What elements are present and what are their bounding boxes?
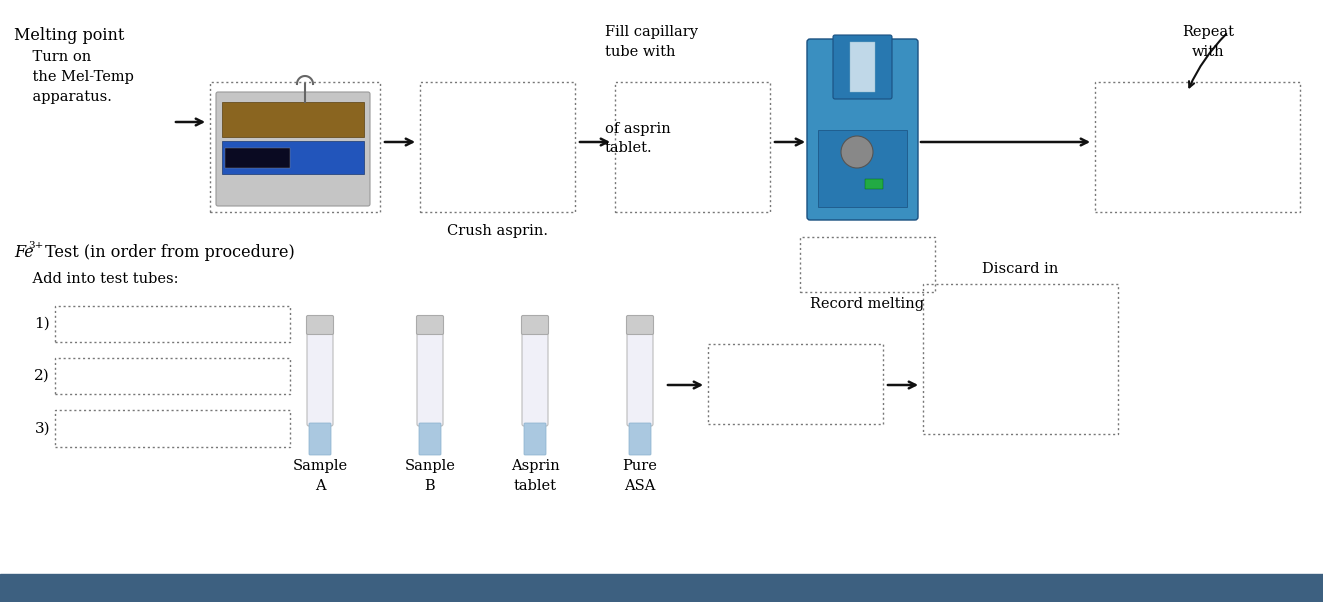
Text: Repeat
with: Repeat with [1181,25,1234,58]
Text: Pure
ASA: Pure ASA [623,459,658,492]
Text: Discard in: Discard in [982,262,1058,276]
Bar [615,82,770,212]
FancyBboxPatch shape [627,315,654,335]
FancyBboxPatch shape [627,317,654,426]
Bar [222,141,364,174]
Text: Fill capillary
tube with: Fill capillary tube with [605,25,699,58]
Text: Record melting: Record melting [811,297,925,311]
Text: Turn on
    the Mel-Temp
    apparatus.: Turn on the Mel-Temp apparatus. [15,50,134,104]
FancyBboxPatch shape [833,35,892,99]
Text: Test (in order from procedure): Test (in order from procedure) [40,244,295,261]
Bar [56,410,290,447]
Bar [56,306,290,342]
Text: Crush asprin.: Crush asprin. [447,224,548,238]
FancyBboxPatch shape [807,39,918,220]
Bar [865,179,882,189]
Bar [800,237,935,292]
Text: of asprin
tablet.: of asprin tablet. [605,122,671,155]
Bar [849,42,875,92]
FancyBboxPatch shape [524,423,546,455]
Text: 2): 2) [34,369,50,383]
Text: Melting point: Melting point [15,27,124,44]
Bar [225,148,290,168]
Text: 1): 1) [34,317,50,331]
Bar [1095,82,1301,212]
Text: Asprin
tablet: Asprin tablet [511,459,560,492]
FancyBboxPatch shape [310,423,331,455]
FancyBboxPatch shape [417,317,443,426]
FancyBboxPatch shape [521,315,549,335]
FancyBboxPatch shape [419,423,441,455]
Bar [419,82,576,212]
Text: 3): 3) [34,421,50,435]
Bar [818,130,908,207]
Bar [222,102,364,137]
FancyBboxPatch shape [216,92,370,206]
FancyBboxPatch shape [628,423,651,455]
FancyBboxPatch shape [307,317,333,426]
FancyBboxPatch shape [417,315,443,335]
Text: Sample
A: Sample A [292,459,348,492]
Text: 3+: 3+ [28,241,44,250]
Text: Add into test tubes:: Add into test tubes: [15,272,179,286]
Circle shape [841,136,873,168]
Bar [708,344,882,424]
FancyBboxPatch shape [523,317,548,426]
Bar [923,284,1118,434]
Bar [210,82,380,212]
Text: Sanple
B: Sanple B [405,459,455,492]
FancyBboxPatch shape [307,315,333,335]
Text: Fe: Fe [15,244,34,261]
Bar [0,574,1323,602]
Bar [56,358,290,394]
